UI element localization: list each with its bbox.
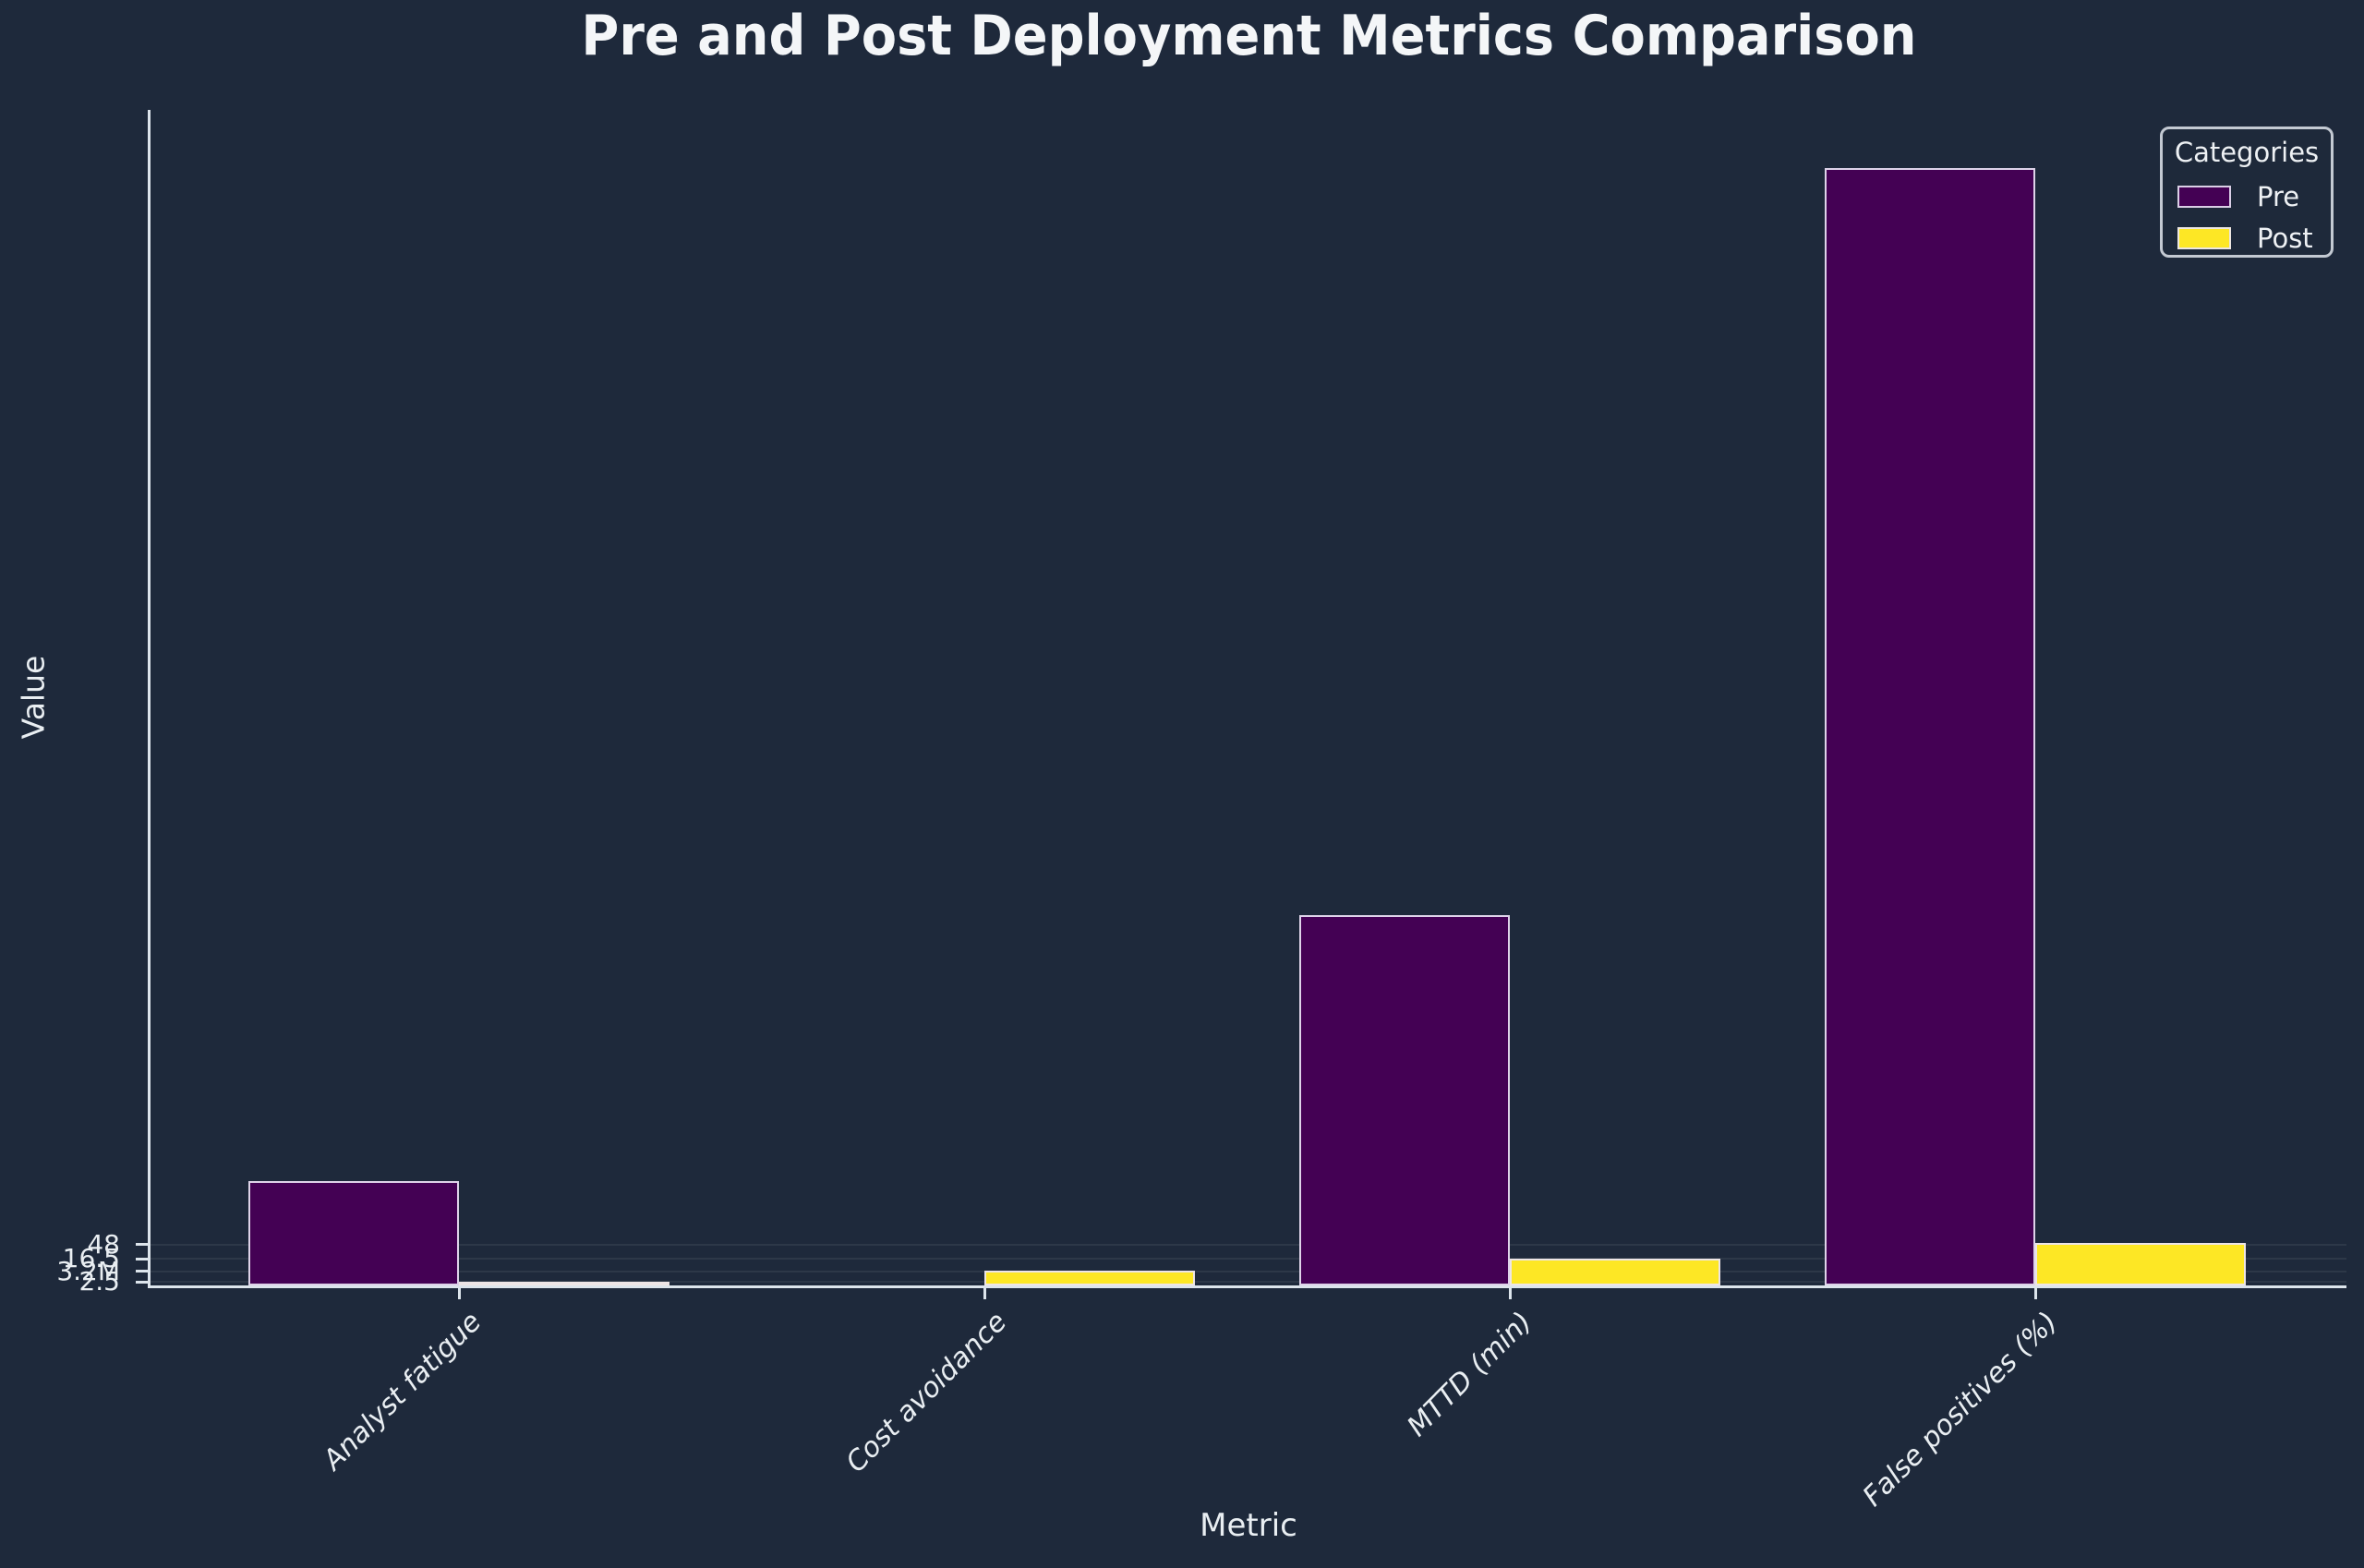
y-tick-mark-2.5 [136, 1280, 148, 1284]
chart-title-text: Pre and Post Deployment Metrics Comparis… [580, 4, 1917, 68]
bar-post-0 [459, 1282, 669, 1285]
bar-pre-0 [248, 1180, 459, 1285]
y-tick-mark-3.2M [136, 1270, 148, 1273]
gridline-48 [151, 1243, 2346, 1246]
legend-item-post: Post [2177, 223, 2313, 254]
legend-swatch-post [2177, 227, 2231, 249]
bar-post-1 [984, 1271, 1195, 1285]
y-tick-label-3.2M: 3.2M [56, 1255, 120, 1286]
y-tick-label-2.5: 2.5 [78, 1266, 120, 1297]
legend: Categories Pre Post [2160, 127, 2334, 258]
x-axis-spine [148, 1285, 2346, 1288]
legend-label-pre: Pre [2257, 181, 2300, 212]
y-tick-label-48: 48 [87, 1228, 120, 1260]
y-axis-label: Value [15, 655, 52, 740]
x-tick-mark-0 [457, 1288, 461, 1299]
bar-post-3 [2035, 1243, 2246, 1285]
legend-item-pre: Pre [2177, 181, 2299, 212]
gridline-3.2M [151, 1270, 2346, 1272]
bar-pre-3 [1825, 168, 2035, 1285]
x-tick-mark-1 [983, 1288, 986, 1299]
y-tick-label-16.5: 16.5 [62, 1243, 120, 1274]
y-tick-mark-48 [136, 1243, 148, 1247]
x-tick-label-1: Cost avoidance [839, 1306, 1013, 1479]
y-tick-mark-16.5 [136, 1257, 148, 1260]
gridline-16.5 [151, 1258, 2346, 1260]
x-tick-label-2: MTTD (min) [1401, 1306, 1538, 1443]
x-tick-label-3: False positives (%) [1856, 1306, 2064, 1514]
x-axis-label: Metric [1200, 1507, 1297, 1544]
x-tick-label-0: Analyst fatigue [316, 1306, 488, 1477]
y-axis-spine [148, 110, 151, 1288]
legend-swatch-pre [2177, 186, 2231, 208]
gridline-2.5 [151, 1281, 2346, 1284]
plot-area: 48 16.5 3.2M 2.5 Analyst fatigue Cost avoida… [56, 110, 2346, 1513]
bar-pre-2 [1299, 915, 1510, 1285]
legend-label-post: Post [2257, 223, 2313, 254]
x-tick-mark-3 [2033, 1288, 2037, 1299]
legend-title: Categories [2174, 137, 2320, 168]
chart-title: Pre and Post Deployment Metrics Comparis… [151, 4, 2346, 68]
bar-post-2 [1510, 1259, 1720, 1285]
x-tick-mark-2 [1508, 1288, 1512, 1299]
